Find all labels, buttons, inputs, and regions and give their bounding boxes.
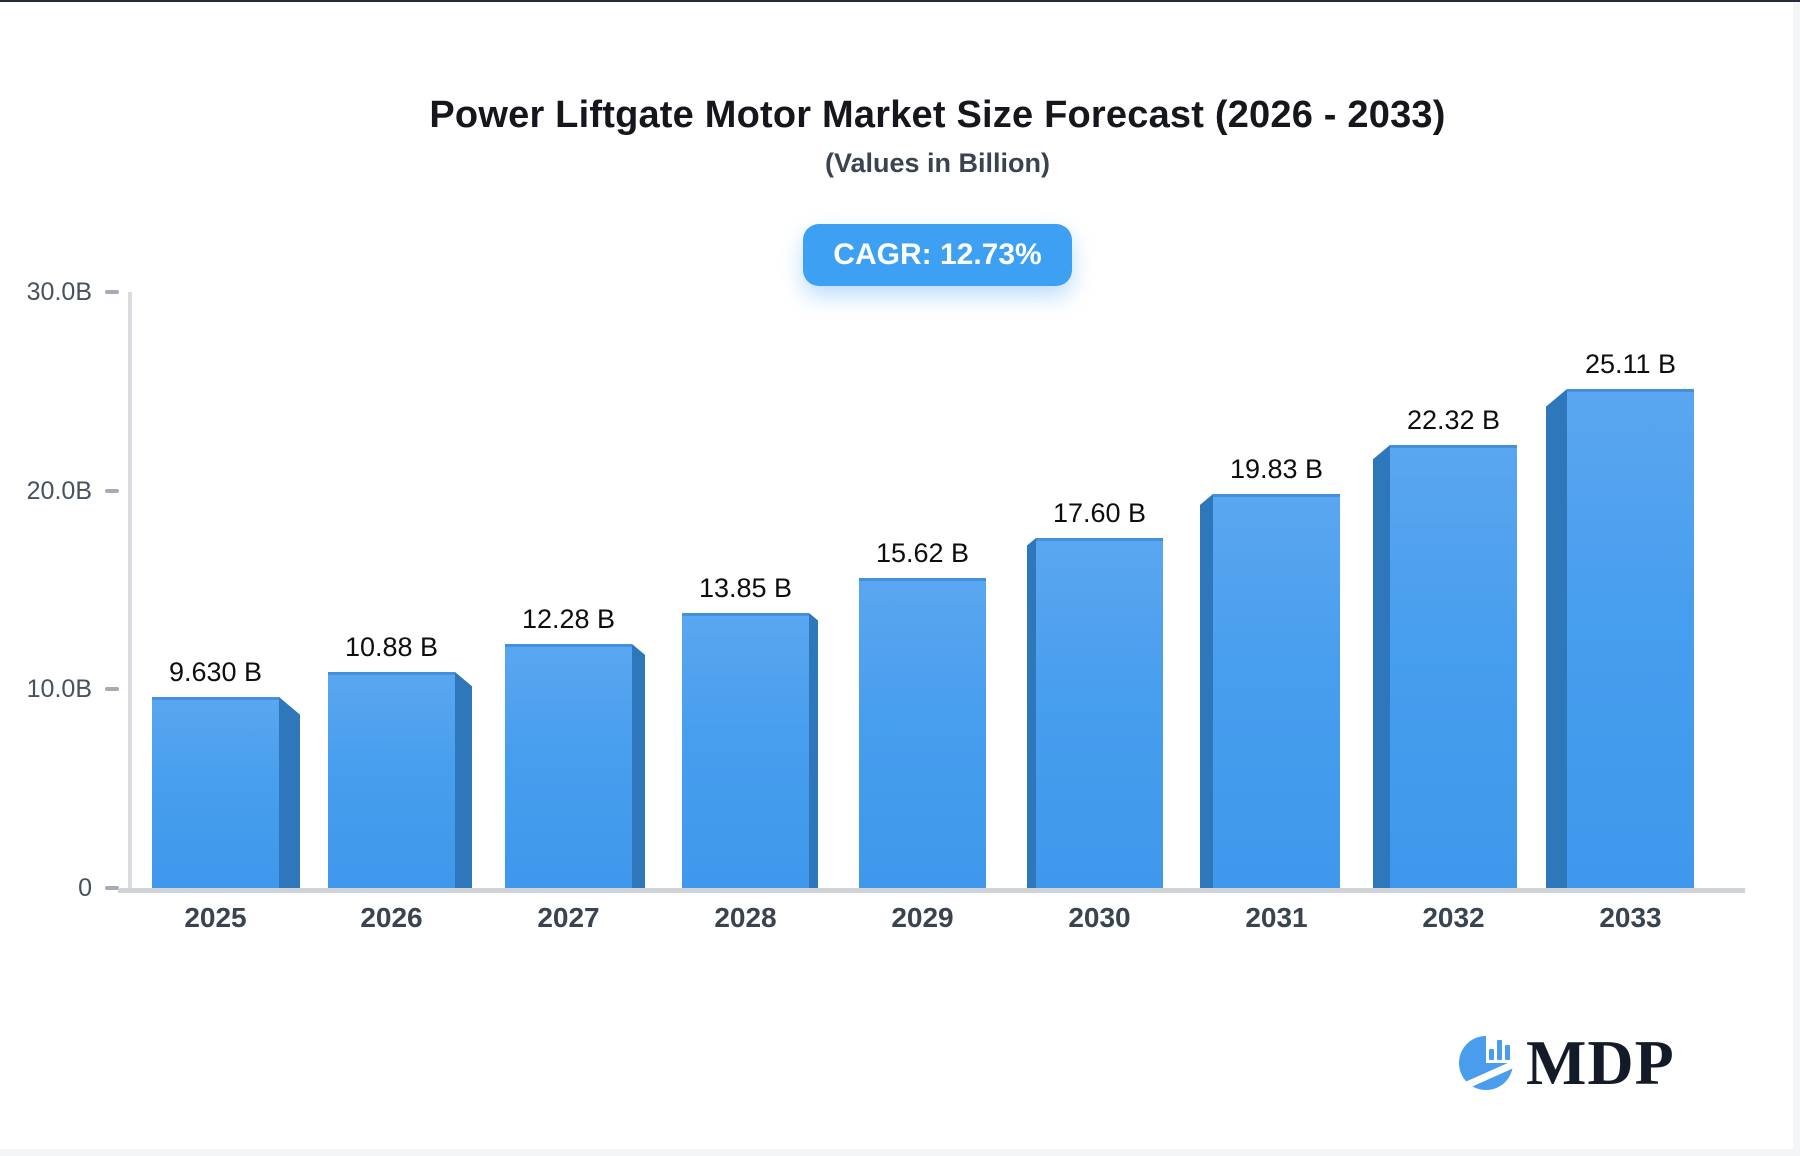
top-edge-line (0, 0, 1800, 2)
y-tick-label: 10.0B (26, 675, 92, 703)
bar-side-face (279, 697, 300, 888)
bar-2026 (328, 672, 472, 888)
bar-2031 (1200, 494, 1340, 888)
bar-value-label: 19.83 B (1229, 454, 1324, 484)
bar-2033 (1546, 389, 1694, 888)
y-tick-mark (105, 290, 119, 294)
y-tick-mark (105, 489, 119, 493)
chart-title: Power Liftgate Motor Market Size Forecas… (429, 94, 1446, 136)
cagr-badge: CAGR: 12.73% (803, 224, 1072, 286)
bar-2029 (859, 578, 986, 888)
bar-value-label: 10.88 B (344, 632, 439, 662)
bar-value-label: 13.85 B (698, 573, 793, 603)
bar-value-label: 17.60 B (1052, 498, 1147, 528)
bar-side-face (455, 672, 472, 888)
bar-2030 (1027, 538, 1163, 888)
x-axis-label-2027: 2027 (537, 902, 600, 933)
x-axis-label-2025: 2025 (184, 902, 247, 933)
x-axis-label-2026: 2026 (360, 902, 423, 933)
bar-2032 (1373, 445, 1517, 888)
x-axis-label-2032: 2032 (1422, 902, 1485, 933)
bar-side-face (1373, 445, 1390, 888)
x-axis-label-2028: 2028 (714, 902, 777, 933)
y-tick-label: 30.0B (26, 278, 92, 306)
bar-side-face (1027, 538, 1036, 888)
x-axis-label-2030: 2030 (1068, 902, 1131, 933)
chart-subtitle: (Values in Billion) (824, 148, 1051, 178)
bar-value-label: 25.11 B (1584, 349, 1677, 379)
bar-side-face (809, 613, 818, 888)
x-axis-labels: 2025 2026 2027 2028 2029 2030 2031 2032 2033 (0, 902, 1793, 942)
bar-side-face (1200, 494, 1213, 888)
y-tick-label: 20.0B (26, 477, 92, 505)
y-tick-mark (105, 886, 119, 890)
bar-2028 (682, 613, 818, 888)
x-axis-label-2033: 2033 (1599, 902, 1662, 933)
bar-value-label: 9.630 B (168, 657, 263, 687)
bar-2027 (505, 644, 645, 888)
logo-pie-chart-icon (1458, 1034, 1517, 1094)
y-tick-mark (105, 687, 119, 691)
logo-text: MDP (1526, 1027, 1675, 1098)
bar-side-face (1546, 389, 1567, 888)
x-axis-label-2029: 2029 (891, 902, 954, 933)
chart-header: Power Liftgate Motor Market Size Forecas… (130, 92, 1745, 286)
bar-side-face (632, 644, 645, 888)
brand-logo: MDP (1458, 1030, 1675, 1096)
x-baseline (118, 888, 1745, 893)
bar-2025 (152, 697, 300, 888)
x-axis-label-2031: 2031 (1245, 902, 1308, 933)
bar-value-label: 15.62 B (875, 538, 970, 568)
bar-value-label: 22.32 B (1406, 405, 1501, 435)
y-tick-label: 0 (78, 874, 92, 902)
bar-value-label: 12.28 B (521, 604, 616, 634)
y-axis-line (128, 292, 132, 888)
plot-area: 9.630 B 10.88 B 12.28 B 13.85 B 15.62 B 17.60… (130, 292, 1745, 888)
